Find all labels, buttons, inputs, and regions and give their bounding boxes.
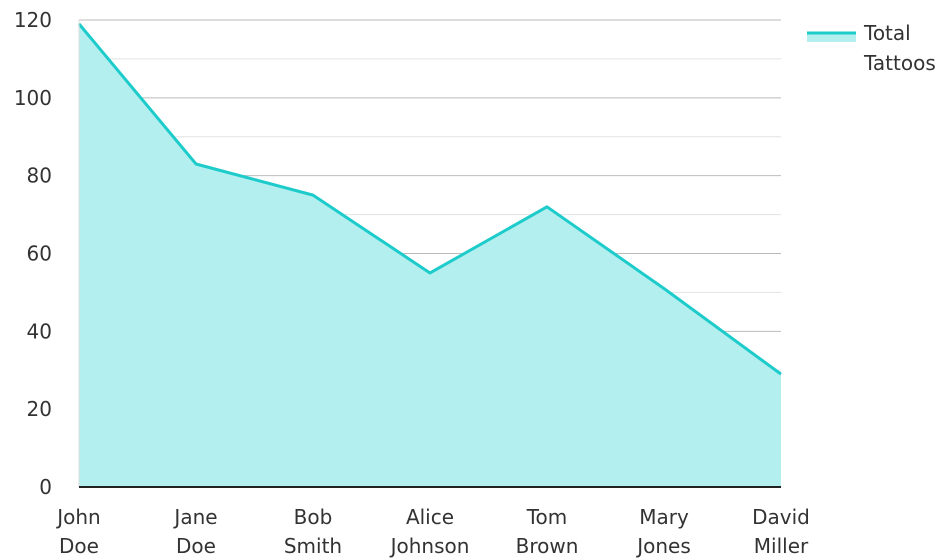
x-tick-label: Alice Johnson: [389, 505, 470, 558]
x-axis-tick-labels: John Doe Jane Doe Bob Smith Alice Johnson Tom Bro…: [55, 505, 810, 558]
axis-layer: [78, 20, 781, 488]
x-tick-label: Mary Jones: [635, 505, 691, 558]
y-tick-label: 100: [14, 86, 52, 110]
y-tick-label: 20: [27, 397, 52, 421]
legend-swatch-fill: [807, 32, 856, 42]
legend: Total Tattoos: [807, 21, 936, 75]
area-layer: [77, 22, 782, 488]
x-tick-label: Jane Doe: [172, 505, 217, 558]
y-tick-label: 40: [27, 319, 52, 343]
series-area-fill: [79, 23, 781, 488]
x-tick-label: John Doe: [55, 505, 101, 558]
y-axis-tick-labels: 0 20 40 60 80 100 120: [14, 8, 52, 499]
y-tick-label: 60: [27, 242, 52, 266]
y-tick-label: 120: [14, 8, 52, 32]
y-tick-label: 80: [27, 164, 52, 188]
x-tick-label: Tom Brown: [516, 505, 579, 558]
x-tick-label: David Miller: [752, 505, 810, 558]
series-line: [77, 22, 782, 376]
y-tick-label: 0: [39, 475, 52, 499]
x-tick-label: Bob Smith: [284, 505, 342, 558]
legend-label: Total Tattoos: [863, 21, 936, 75]
